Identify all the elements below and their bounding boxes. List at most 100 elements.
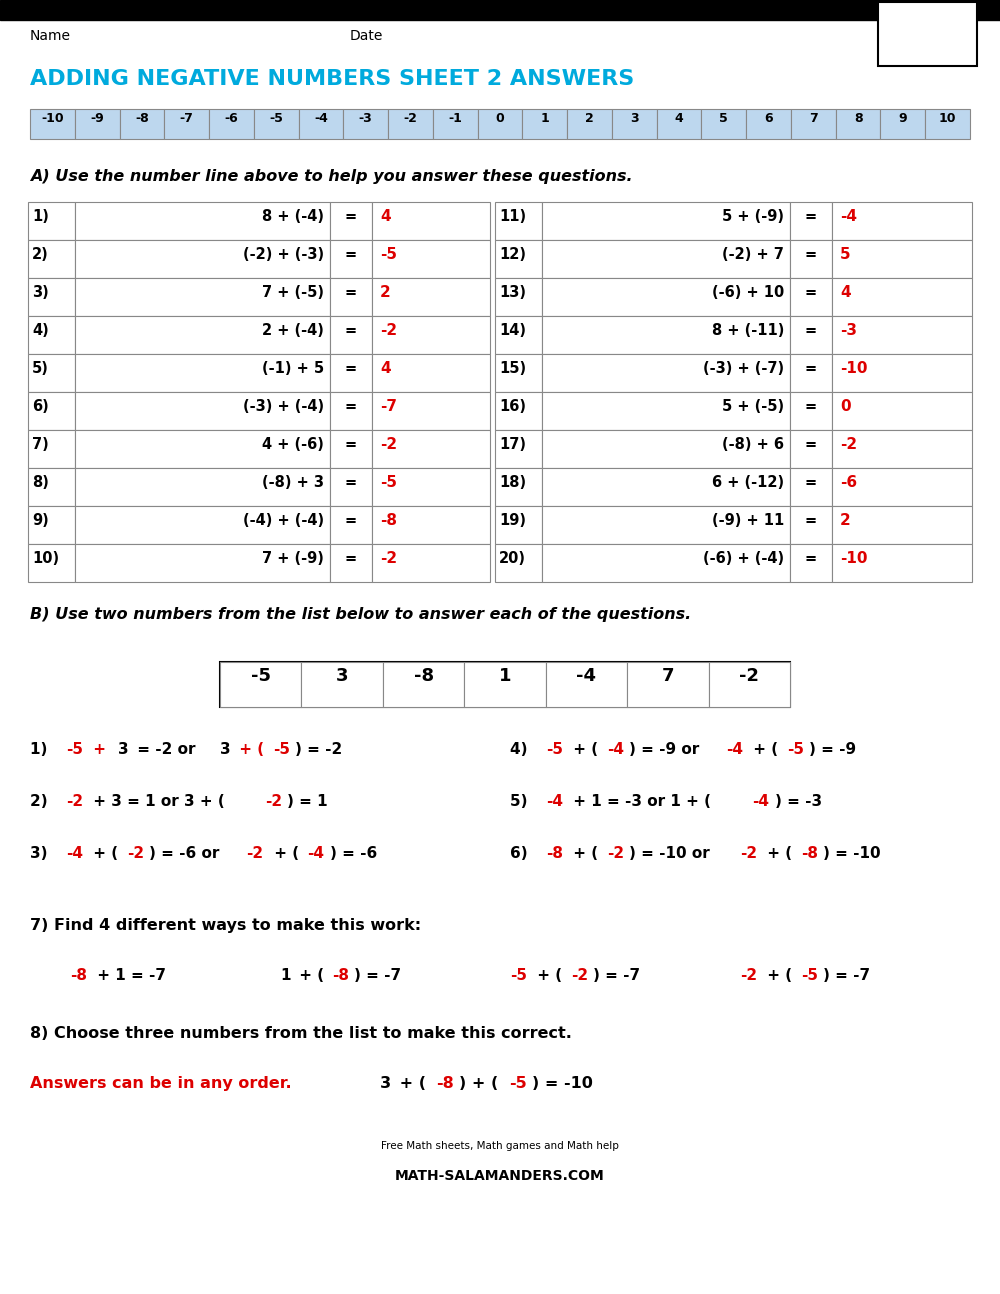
FancyBboxPatch shape <box>522 109 567 138</box>
Text: 7) Find 4 different ways to make this work:: 7) Find 4 different ways to make this wo… <box>30 917 421 933</box>
Text: 16): 16) <box>499 399 526 414</box>
Text: -2: -2 <box>380 551 397 565</box>
FancyBboxPatch shape <box>372 392 490 430</box>
FancyBboxPatch shape <box>28 468 75 506</box>
FancyBboxPatch shape <box>790 392 832 430</box>
FancyBboxPatch shape <box>832 430 972 468</box>
Text: =: = <box>805 551 817 565</box>
Text: -5: -5 <box>787 741 804 757</box>
Text: B) Use two numbers from the list below to answer each of the questions.: B) Use two numbers from the list below t… <box>30 607 691 622</box>
FancyBboxPatch shape <box>542 430 790 468</box>
Text: (-3) + (-7): (-3) + (-7) <box>703 361 784 377</box>
FancyBboxPatch shape <box>75 506 330 543</box>
FancyBboxPatch shape <box>372 355 490 392</box>
FancyBboxPatch shape <box>746 109 791 138</box>
Text: + (: + ( <box>568 741 598 757</box>
Text: ) = -7: ) = -7 <box>823 968 870 983</box>
FancyBboxPatch shape <box>495 543 542 582</box>
Text: =: = <box>345 475 357 490</box>
Text: = -2 or: = -2 or <box>132 741 200 757</box>
FancyBboxPatch shape <box>75 355 330 392</box>
Text: 0: 0 <box>496 113 504 126</box>
Text: -2: -2 <box>247 846 264 861</box>
FancyBboxPatch shape <box>567 109 612 138</box>
Text: 1: 1 <box>499 666 511 685</box>
FancyBboxPatch shape <box>254 109 299 138</box>
FancyBboxPatch shape <box>75 278 330 316</box>
Text: + 3 = 1 or 3 + (: + 3 = 1 or 3 + ( <box>88 795 225 809</box>
FancyBboxPatch shape <box>832 543 972 582</box>
Text: -2: -2 <box>739 666 759 685</box>
FancyBboxPatch shape <box>790 468 832 506</box>
FancyBboxPatch shape <box>28 202 75 239</box>
Text: -5: -5 <box>251 666 271 685</box>
Text: 4 + (-6): 4 + (-6) <box>262 437 324 452</box>
Text: 4: 4 <box>840 285 851 300</box>
Text: 9: 9 <box>899 113 907 126</box>
Text: 3: 3 <box>380 1077 391 1091</box>
Text: 2: 2 <box>585 113 594 126</box>
Text: 15): 15) <box>499 361 526 377</box>
Text: Name: Name <box>30 28 71 43</box>
Text: 7x5
=35: 7x5 =35 <box>918 9 936 28</box>
FancyBboxPatch shape <box>657 109 701 138</box>
Text: 20): 20) <box>499 551 526 565</box>
FancyBboxPatch shape <box>542 316 790 355</box>
FancyBboxPatch shape <box>832 239 972 278</box>
FancyBboxPatch shape <box>209 109 254 138</box>
Text: ) = 1: ) = 1 <box>287 795 328 809</box>
Text: 5): 5) <box>510 795 538 809</box>
Text: 10): 10) <box>32 551 59 565</box>
Text: 11): 11) <box>499 210 526 224</box>
Text: -4: -4 <box>840 210 857 224</box>
Text: (-6) + (-4): (-6) + (-4) <box>703 551 784 565</box>
Text: =: = <box>345 437 357 452</box>
Text: 7: 7 <box>662 666 674 685</box>
FancyBboxPatch shape <box>28 543 75 582</box>
FancyBboxPatch shape <box>627 663 709 707</box>
FancyBboxPatch shape <box>495 202 542 239</box>
FancyBboxPatch shape <box>878 3 977 66</box>
Text: 3: 3 <box>630 113 639 126</box>
Text: 2: 2 <box>840 512 851 528</box>
FancyBboxPatch shape <box>330 468 372 506</box>
Text: ) = -2: ) = -2 <box>295 741 342 757</box>
Text: (-6) + 10: (-6) + 10 <box>712 285 784 300</box>
Text: -2: -2 <box>265 795 282 809</box>
FancyBboxPatch shape <box>372 202 490 239</box>
Text: =: = <box>345 361 357 377</box>
Text: 8): 8) <box>32 475 49 490</box>
FancyBboxPatch shape <box>330 392 372 430</box>
Text: 5 + (-9): 5 + (-9) <box>722 210 784 224</box>
Text: 5 + (-5): 5 + (-5) <box>722 399 784 414</box>
FancyBboxPatch shape <box>28 355 75 392</box>
Text: -10: -10 <box>41 113 64 126</box>
FancyBboxPatch shape <box>832 202 972 239</box>
Text: + (: + ( <box>294 968 324 983</box>
FancyBboxPatch shape <box>299 109 343 138</box>
Text: (-1) + 5: (-1) + 5 <box>262 361 324 377</box>
Text: =: = <box>805 437 817 452</box>
Text: -2: -2 <box>840 437 857 452</box>
Text: =: = <box>345 210 357 224</box>
Text: -1: -1 <box>448 113 462 126</box>
Text: 6): 6) <box>32 399 49 414</box>
FancyBboxPatch shape <box>790 239 832 278</box>
Text: 5): 5) <box>32 361 49 377</box>
FancyBboxPatch shape <box>330 278 372 316</box>
Text: 8: 8 <box>854 113 862 126</box>
Text: 8 + (-4): 8 + (-4) <box>262 210 324 224</box>
FancyBboxPatch shape <box>120 109 164 138</box>
Text: 3): 3) <box>32 285 49 300</box>
Text: -2: -2 <box>740 968 757 983</box>
Text: (-4) + (-4): (-4) + (-4) <box>243 512 324 528</box>
Text: ) = -3: ) = -3 <box>775 795 822 809</box>
Text: 2): 2) <box>32 247 49 261</box>
FancyBboxPatch shape <box>28 506 75 543</box>
FancyBboxPatch shape <box>330 355 372 392</box>
Text: ) = -9 or: ) = -9 or <box>629 741 704 757</box>
FancyBboxPatch shape <box>495 392 542 430</box>
Text: 0: 0 <box>840 399 851 414</box>
FancyBboxPatch shape <box>612 109 657 138</box>
FancyBboxPatch shape <box>383 663 464 707</box>
